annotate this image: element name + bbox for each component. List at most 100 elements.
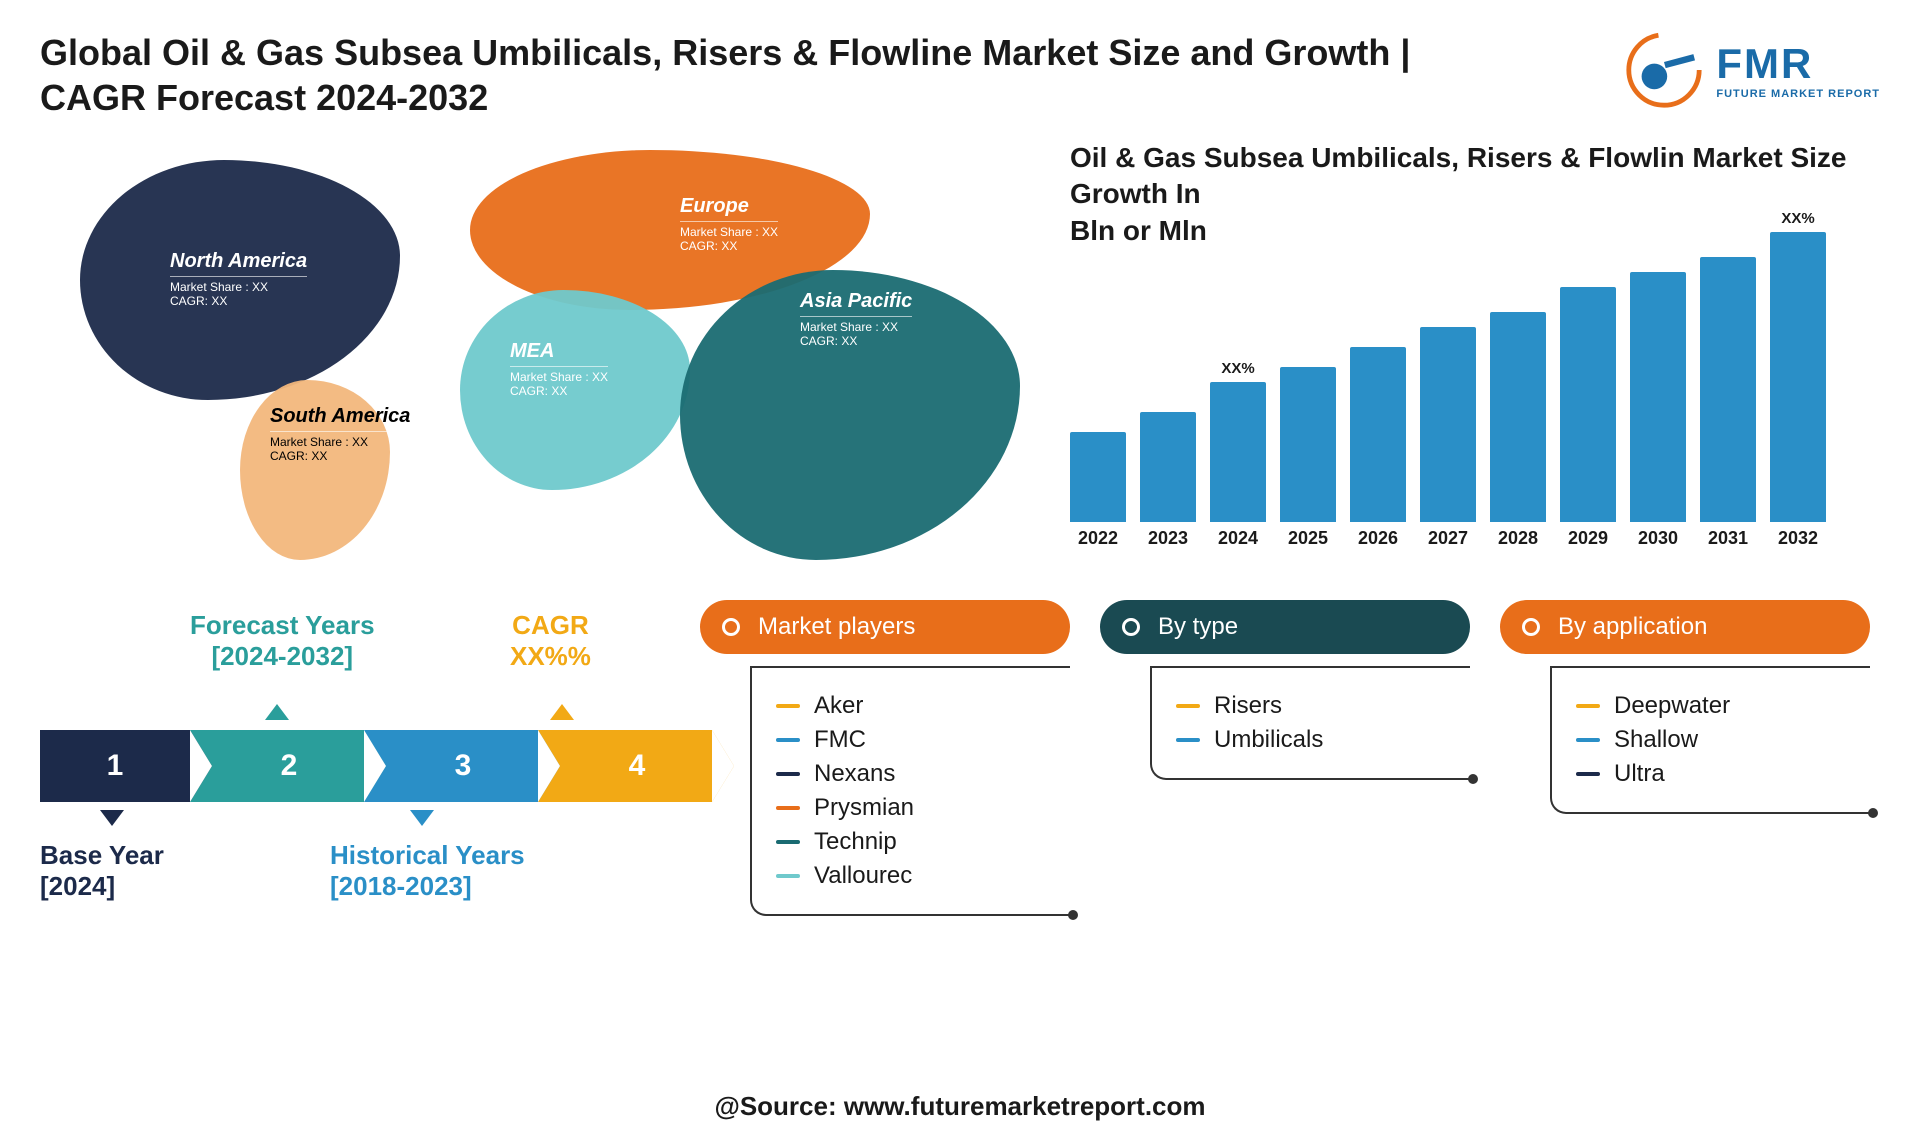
category-market-players: Market players Aker FMC Nexans Prysmian Techn… xyxy=(700,600,1070,916)
list-item-label: FMC xyxy=(814,726,866,754)
region-label-north-america: North AmericaMarket Share : XXCAGR: XX xyxy=(170,250,307,308)
chart-title: Oil & Gas Subsea Umbilicals, Risers & Fl… xyxy=(1070,140,1880,249)
source-attribution: @Source: www.futuremarketreport.com xyxy=(714,1091,1205,1122)
timeline-seg-4: 4 xyxy=(538,730,712,802)
tick-icon xyxy=(776,772,800,776)
region-label-mea: MEAMarket Share : XXCAGR: XX xyxy=(510,340,608,398)
timeline: Forecast Years[2024-2032]CAGRXX%%1234Bas… xyxy=(40,600,680,940)
list-item: Technip xyxy=(776,828,1070,856)
list-item: Risers xyxy=(1176,692,1470,720)
tick-icon xyxy=(1576,738,1600,742)
list-item: FMC xyxy=(776,726,1070,754)
timeline-forecast-label: Forecast Years[2024-2032] xyxy=(190,610,375,672)
chevron-right-icon xyxy=(190,730,212,802)
bar-2032: XX%2032 xyxy=(1770,232,1826,549)
list-item: Vallourec xyxy=(776,862,1070,890)
tick-icon xyxy=(1576,772,1600,776)
bar-label-2022: 2022 xyxy=(1078,528,1118,549)
list-item: Prysmian xyxy=(776,794,1070,822)
category-list: Risers Umbilicals xyxy=(1150,666,1470,780)
tick-icon xyxy=(776,704,800,708)
bar-2022: 2022 xyxy=(1070,432,1126,549)
category-header: By application xyxy=(1500,600,1870,654)
bar-label-2023: 2023 xyxy=(1148,528,1188,549)
logo: FMR FUTURE MARKET REPORT xyxy=(1624,30,1880,110)
category-by-type: By type Risers Umbilicals xyxy=(1100,600,1470,916)
bar-2023: 2023 xyxy=(1140,412,1196,549)
list-item: Shallow xyxy=(1576,726,1870,754)
timeline-cagr-label: CAGRXX%% xyxy=(510,610,591,672)
category-by-application: By application Deepwater Shallow Ultra xyxy=(1500,600,1870,916)
bar-2026: 2026 xyxy=(1350,347,1406,549)
chevron-right-icon xyxy=(364,730,386,802)
triangle-down-icon xyxy=(100,810,124,826)
growth-bar-chart: Oil & Gas Subsea Umbilicals, Risers & Fl… xyxy=(1070,140,1880,560)
tick-icon xyxy=(776,840,800,844)
bar-label-2024: 2024 xyxy=(1218,528,1258,549)
bar-2024: XX%2024 xyxy=(1210,382,1266,549)
bar-label-2025: 2025 xyxy=(1288,528,1328,549)
list-item: Nexans xyxy=(776,760,1070,788)
timeline-seg-2: 2 xyxy=(190,730,364,802)
list-item-label: Nexans xyxy=(814,760,895,788)
chevron-right-icon xyxy=(712,730,734,802)
bar-2027: 2027 xyxy=(1420,327,1476,549)
category-header: Market players xyxy=(700,600,1070,654)
list-item-label: Aker xyxy=(814,692,863,720)
logo-brand: FMR xyxy=(1716,40,1880,88)
bar-label-2026: 2026 xyxy=(1358,528,1398,549)
category-header-label: By type xyxy=(1158,613,1238,641)
list-item-label: Vallourec xyxy=(814,862,912,890)
region-label-asia-pacific: Asia PacificMarket Share : XXCAGR: XX xyxy=(800,290,912,348)
bar-2025: 2025 xyxy=(1280,367,1336,549)
list-item: Deepwater xyxy=(1576,692,1870,720)
bar-2028: 2028 xyxy=(1490,312,1546,549)
bar-label-2029: 2029 xyxy=(1568,528,1608,549)
category-header-label: By application xyxy=(1558,613,1707,641)
category-list: Deepwater Shallow Ultra xyxy=(1550,666,1870,814)
bar-pct-2024: XX% xyxy=(1221,360,1254,377)
list-item-label: Ultra xyxy=(1614,760,1665,788)
category-header: By type xyxy=(1100,600,1470,654)
list-item-label: Shallow xyxy=(1614,726,1698,754)
tick-icon xyxy=(776,806,800,810)
tick-icon xyxy=(776,874,800,878)
bar-label-2028: 2028 xyxy=(1498,528,1538,549)
bar-label-2030: 2030 xyxy=(1638,528,1678,549)
list-item-label: Deepwater xyxy=(1614,692,1730,720)
bar-label-2032: 2032 xyxy=(1778,528,1818,549)
bar-2029: 2029 xyxy=(1560,287,1616,549)
bullet-icon xyxy=(1122,618,1140,636)
triangle-down-icon xyxy=(410,810,434,826)
category-header-label: Market players xyxy=(758,613,915,641)
triangle-up-icon xyxy=(550,704,574,720)
list-item: Ultra xyxy=(1576,760,1870,788)
list-item-label: Risers xyxy=(1214,692,1282,720)
list-item: Umbilicals xyxy=(1176,726,1470,754)
page-title: Global Oil & Gas Subsea Umbilicals, Rise… xyxy=(40,30,1440,120)
bullet-icon xyxy=(722,618,740,636)
tick-icon xyxy=(1576,704,1600,708)
timeline-seg-3: 3 xyxy=(364,730,538,802)
bar-2030: 2030 xyxy=(1630,272,1686,549)
timeline-base-label: Base Year[2024] xyxy=(40,840,164,902)
region-label-europe: EuropeMarket Share : XXCAGR: XX xyxy=(680,195,778,253)
logo-subtitle: FUTURE MARKET REPORT xyxy=(1716,88,1880,100)
bar-2031: 2031 xyxy=(1700,257,1756,549)
chevron-right-icon xyxy=(538,730,560,802)
timeline-historical-label: Historical Years[2018-2023] xyxy=(330,840,525,902)
bar-label-2027: 2027 xyxy=(1428,528,1468,549)
list-item-label: Prysmian xyxy=(814,794,914,822)
triangle-up-icon xyxy=(265,704,289,720)
list-item: Aker xyxy=(776,692,1070,720)
tick-icon xyxy=(1176,704,1200,708)
bar-pct-2032: XX% xyxy=(1781,210,1814,227)
tick-icon xyxy=(776,738,800,742)
timeline-seg-1: 1 xyxy=(40,730,190,802)
bar-label-2031: 2031 xyxy=(1708,528,1748,549)
world-map: North AmericaMarket Share : XXCAGR: XX So… xyxy=(40,140,1040,560)
tick-icon xyxy=(1176,738,1200,742)
region-label-south-america: South AmericaMarket Share : XXCAGR: XX xyxy=(270,405,410,463)
list-item-label: Technip xyxy=(814,828,897,856)
bullet-icon xyxy=(1522,618,1540,636)
